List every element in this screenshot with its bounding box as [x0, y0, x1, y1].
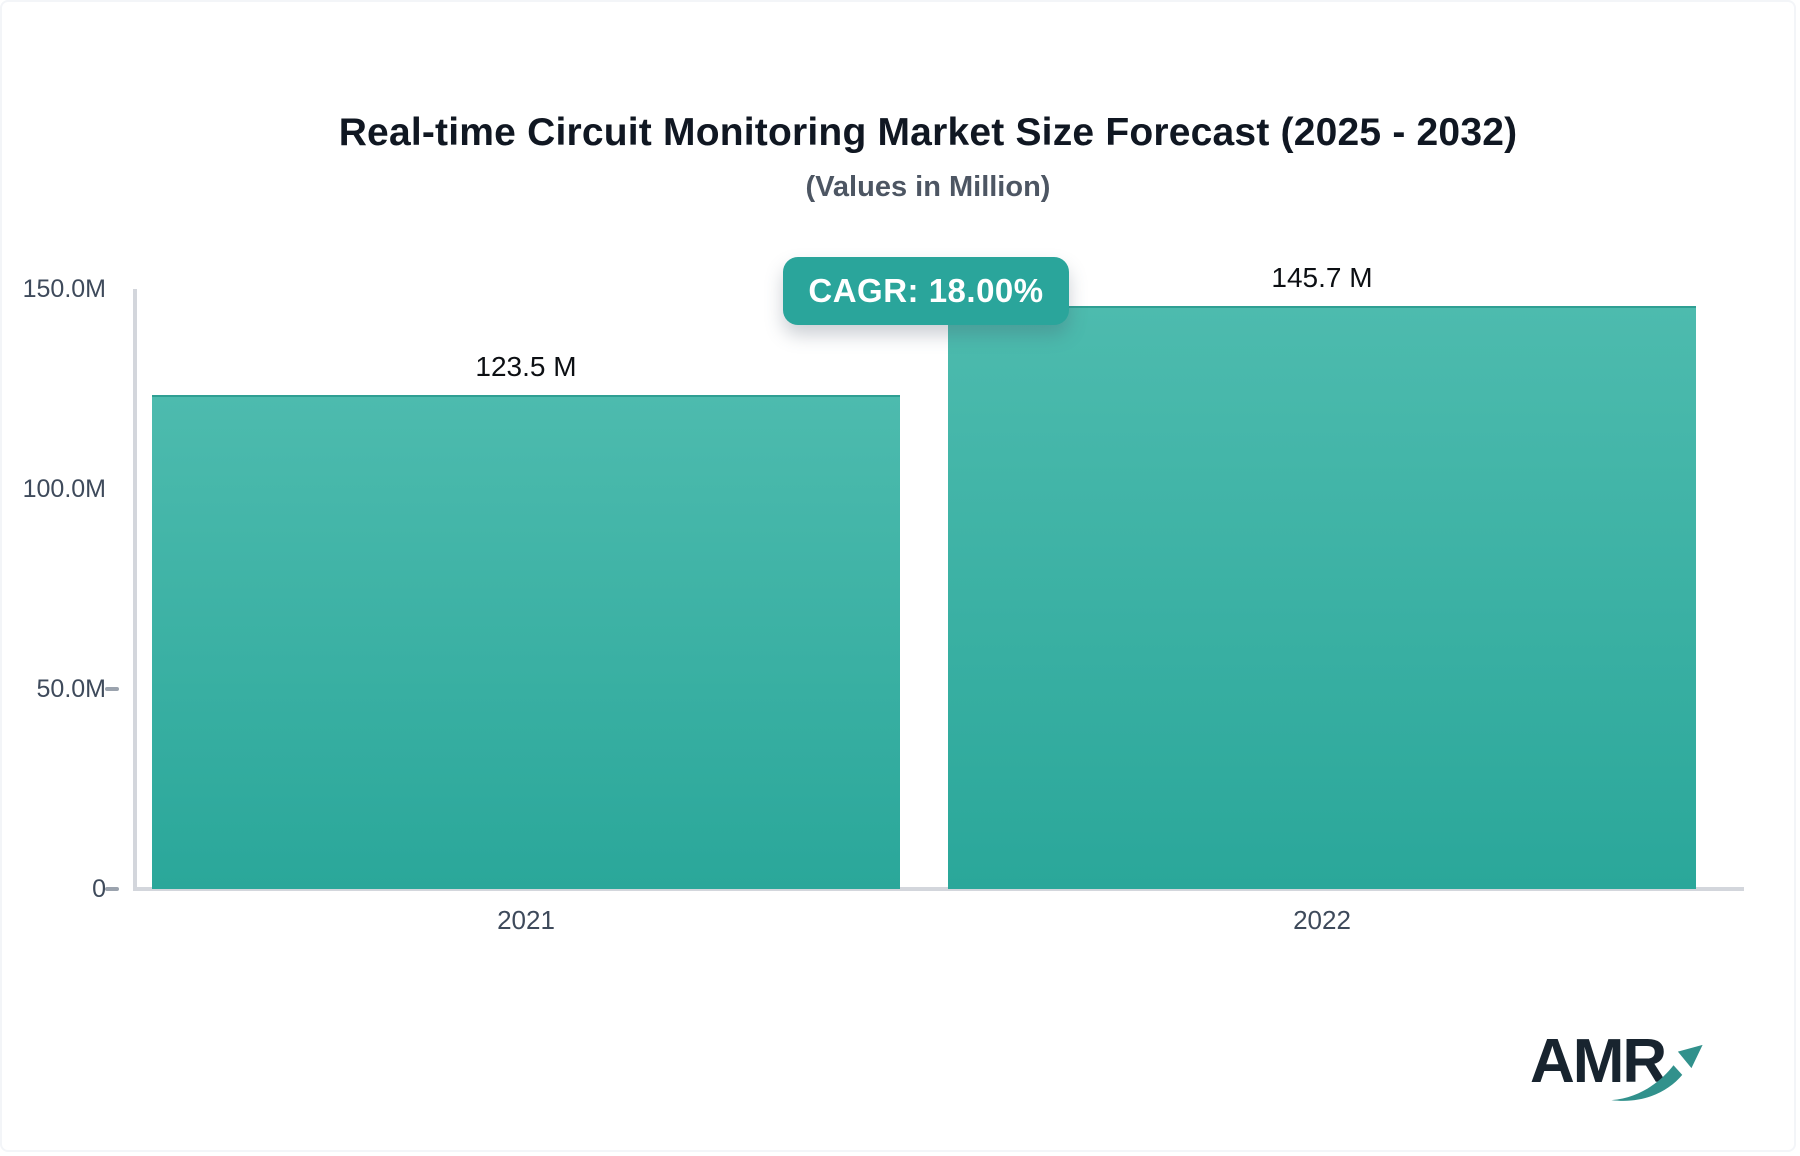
y-tick-label: 50.0M [36, 675, 106, 703]
amr-logo-text: AMR [1530, 1027, 1667, 1096]
page-title: Real-time Circuit Monitoring Market Size… [338, 111, 1518, 154]
bar [948, 306, 1696, 889]
y-tick-mark [105, 887, 119, 891]
growth-arrow-icon [1611, 1044, 1703, 1101]
x-axis-line [133, 887, 1744, 891]
x-tick-label: 2021 [497, 905, 555, 935]
bar-group-2022: 145.7 M 2022 [948, 262, 1696, 935]
plot-area: 123.5 M 2021 145.7 M 2022 [133, 262, 1744, 935]
amr-logo: AMR [1530, 1030, 1750, 1122]
y-tick-mark [105, 687, 119, 691]
y-tick-label: 100.0M [22, 475, 106, 503]
cagr-badge-label: CAGR: 18.00% [808, 272, 1044, 309]
bar-group-2021: 123.5 M 2021 [152, 289, 900, 935]
cagr-badge: CAGR: 18.00% [783, 257, 1069, 325]
page-subtitle: (Values in Million) [805, 171, 1051, 203]
y-tick-label: 150.0M [22, 275, 106, 303]
bar-value-label: 145.7 M [1271, 262, 1373, 294]
bar-value-label: 123.5 M [475, 351, 577, 382]
y-axis-line [133, 289, 137, 891]
bar [152, 395, 900, 889]
x-tick-label: 2022 [1293, 905, 1351, 935]
y-tick-label: 0 [92, 875, 106, 903]
